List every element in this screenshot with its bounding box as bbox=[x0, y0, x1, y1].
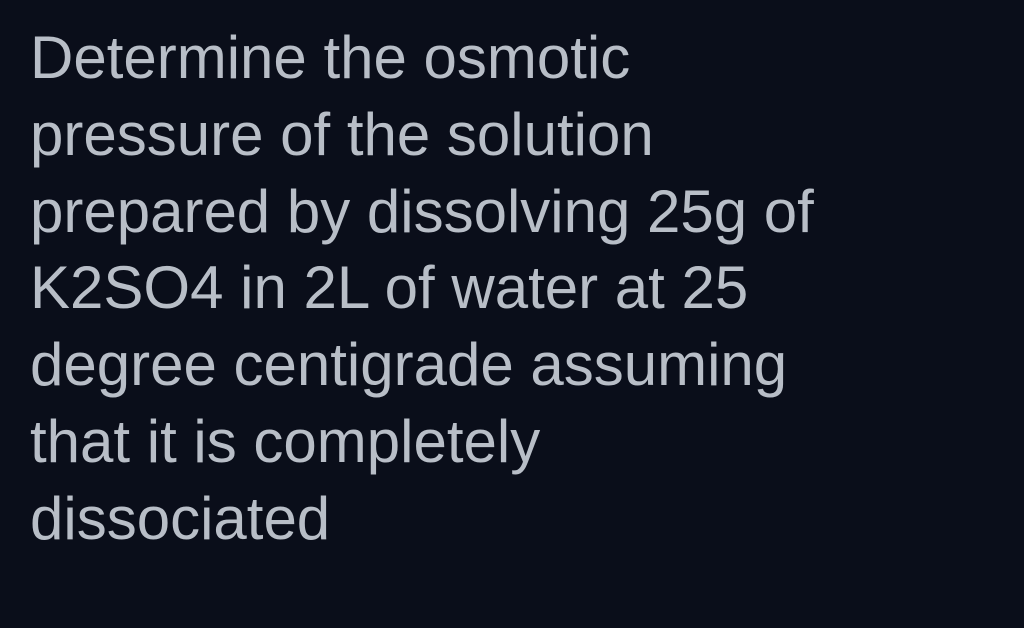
question-line-4: K2SO4 in 2L of water at 25 bbox=[30, 254, 748, 321]
question-line-6: that it is completely bbox=[30, 408, 540, 475]
question-line-1: Determine the osmotic bbox=[30, 24, 630, 91]
question-line-7: dissociated bbox=[30, 485, 330, 552]
question-line-3: prepared by dissolving 25g of bbox=[30, 178, 814, 245]
question-line-2: pressure of the solution bbox=[30, 101, 654, 168]
question-line-5: degree centigrade assuming bbox=[30, 331, 787, 398]
question-text: Determine the osmotic pressure of the so… bbox=[0, 0, 1024, 578]
